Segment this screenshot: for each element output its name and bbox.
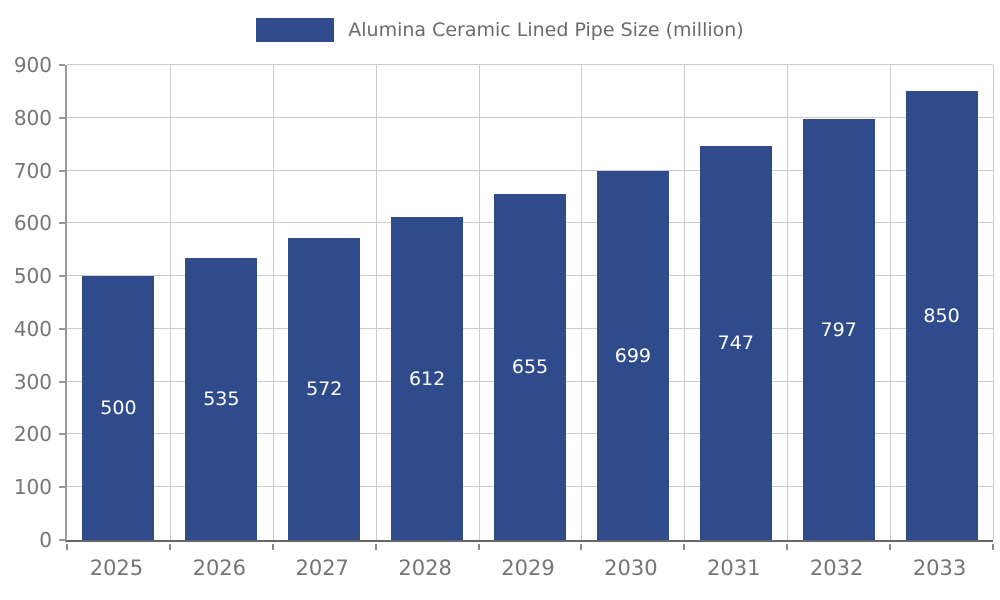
gridline-vertical	[684, 65, 686, 540]
bar[interactable]: 535	[185, 257, 258, 540]
x-axis-tick	[271, 544, 274, 550]
gridline-vertical	[890, 65, 892, 540]
x-tick-label: 2030	[604, 556, 658, 580]
bar[interactable]: 612	[391, 217, 464, 540]
bar[interactable]: 572	[288, 238, 361, 540]
y-axis-tick	[59, 539, 65, 541]
y-tick-label: 600	[13, 211, 52, 236]
bar-value-label: 747	[717, 331, 754, 354]
gridline-vertical	[787, 65, 789, 540]
y-tick-label: 800	[13, 105, 52, 130]
x-axis: 2025 2026 2027 2028 2029 2030 2031 2032 2033	[65, 556, 991, 590]
bar-value-label: 797	[820, 318, 857, 341]
x-axis-tick	[580, 544, 583, 550]
legend-label: Alumina Ceramic Lined Pipe Size (million…	[348, 19, 744, 41]
gridline-vertical	[993, 65, 994, 540]
x-tick-label: 2027	[295, 556, 349, 580]
y-tick-label: 400	[13, 316, 52, 341]
y-tick-label: 300	[13, 369, 52, 394]
y-axis-tick	[59, 222, 65, 225]
legend[interactable]: Alumina Ceramic Lined Pipe Size (million…	[0, 16, 1000, 44]
y-axis-tick	[59, 116, 65, 119]
gridline-vertical	[169, 65, 171, 540]
y-tick-label: 0	[39, 528, 52, 552]
bar[interactable]: 797	[802, 119, 875, 540]
x-axis-tick	[168, 544, 171, 550]
y-axis-tick	[59, 275, 65, 278]
y-tick-label: 900	[13, 53, 52, 77]
x-axis-tick	[889, 544, 892, 550]
x-axis-tick	[374, 544, 377, 550]
x-axis-tick	[786, 544, 789, 550]
plot-area: 500 535 572 612 655 699 747 797 850	[59, 64, 994, 550]
bar-value-label: 572	[306, 378, 343, 401]
y-tick-label: 700	[13, 158, 52, 183]
x-tick-label: 2033	[912, 556, 967, 580]
x-axis-tick	[992, 544, 994, 550]
bar[interactable]: 500	[82, 276, 155, 540]
x-tick-label: 2025	[89, 556, 144, 580]
x-tick-label: 2028	[398, 556, 452, 580]
x-tick-label: 2026	[192, 556, 247, 580]
gridline-vertical	[581, 65, 583, 540]
bar-value-label: 535	[203, 387, 240, 410]
y-axis-tick	[59, 380, 65, 383]
y-axis-tick	[59, 433, 65, 436]
y-tick-label: 100	[13, 475, 52, 500]
x-axis-tick	[477, 544, 480, 550]
y-axis-tick	[59, 486, 65, 489]
bar-value-label: 500	[100, 397, 137, 420]
bar-value-label: 699	[614, 344, 652, 367]
bar[interactable]: 747	[699, 145, 772, 540]
gridline-vertical	[272, 65, 274, 540]
y-axis: 0 100 200 300 400 500 600 700 800 900	[0, 55, 52, 550]
x-tick-label: 2031	[707, 556, 761, 580]
y-tick-label: 500	[13, 264, 52, 289]
y-axis-tick	[59, 327, 65, 330]
bar[interactable]: 850	[905, 91, 978, 540]
gridline-vertical	[375, 65, 377, 540]
gridline-horizontal	[67, 116, 993, 118]
bar-value-label: 655	[511, 356, 549, 379]
y-axis-tick	[59, 64, 65, 66]
x-tick-label: 2029	[501, 556, 555, 580]
gridline-horizontal	[67, 169, 993, 171]
gridline-horizontal	[67, 64, 993, 65]
legend-swatch-icon	[256, 18, 335, 42]
x-tick-label: 2032	[809, 556, 864, 580]
bar[interactable]: 655	[493, 194, 566, 540]
bar-value-label: 612	[408, 367, 446, 390]
gridline-vertical	[478, 65, 480, 540]
bar[interactable]: 699	[596, 171, 669, 540]
y-tick-label: 200	[13, 422, 52, 447]
y-axis-tick	[59, 169, 65, 172]
x-axis-tick	[66, 544, 68, 550]
bar-value-label: 850	[923, 304, 960, 327]
x-axis-tick	[683, 544, 686, 550]
